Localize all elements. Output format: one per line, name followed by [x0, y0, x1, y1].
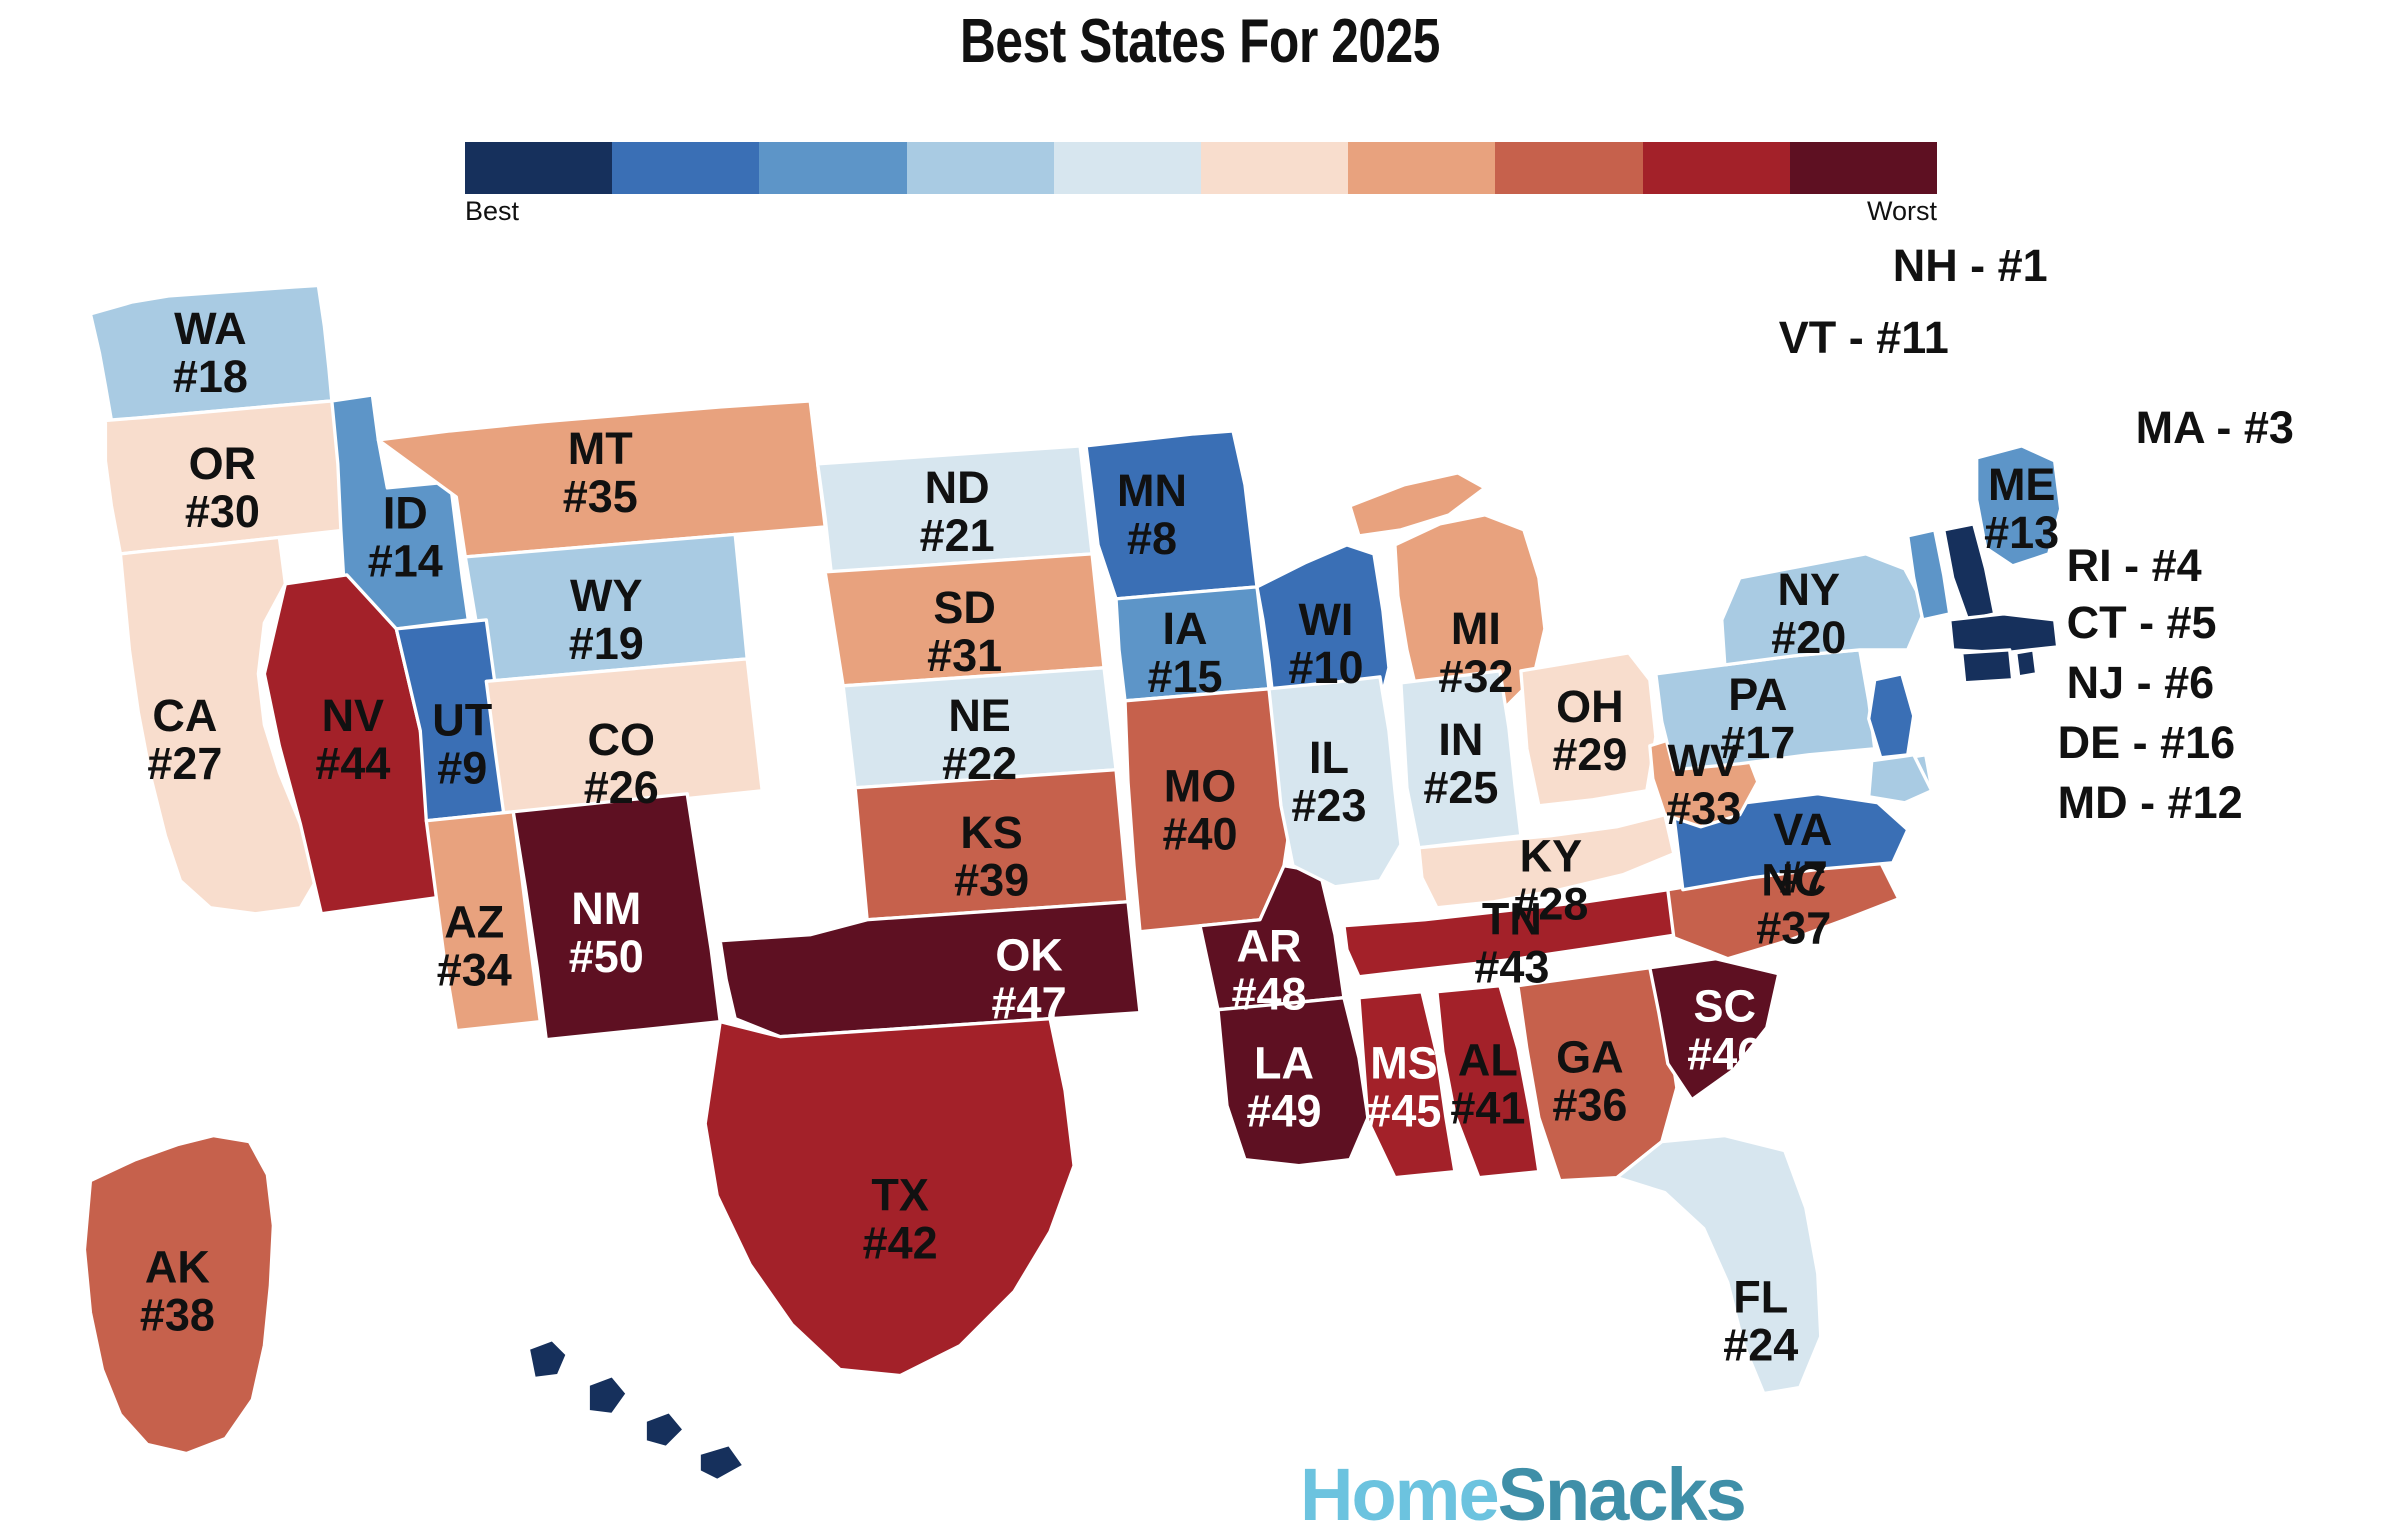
state-md[interactable]	[1867, 753, 1934, 805]
legend-swatch-8	[1495, 142, 1643, 194]
page-title: Best States For 2025	[960, 7, 1440, 76]
state-ok[interactable]	[718, 900, 1142, 1039]
state-ms[interactable]	[1357, 990, 1457, 1180]
us-map-svg: WA#18OR#30CA#27ID#14NV#44MT#35WY#19UT#9C…	[82, 240, 2294, 1483]
legend-swatch-7	[1348, 142, 1496, 194]
state-ma[interactable]	[1948, 612, 2060, 655]
watermark-snacks: Snacks	[1497, 1453, 1747, 1536]
color-legend	[465, 142, 1937, 194]
state-pa[interactable]	[1654, 648, 1877, 772]
state-wy[interactable]	[463, 532, 749, 683]
outside-label-de: DE - #16	[2058, 717, 2235, 768]
legend-best-label: Best	[465, 196, 520, 226]
outside-label-nj: NJ - #6	[2067, 657, 2214, 708]
state-sc[interactable]	[1648, 957, 1781, 1102]
state-id[interactable]	[330, 393, 470, 637]
state-al[interactable]	[1435, 984, 1541, 1180]
state-nd[interactable]	[816, 444, 1094, 574]
watermark-home: Home	[1300, 1453, 1500, 1536]
state-ks[interactable]	[853, 768, 1130, 922]
state-ne[interactable]	[841, 666, 1118, 790]
state-or[interactable]	[103, 399, 349, 556]
state-tn[interactable]	[1342, 888, 1679, 979]
state-nj[interactable]	[1867, 672, 1916, 760]
state-nm[interactable]	[511, 792, 722, 1042]
state-mo[interactable]	[1123, 687, 1295, 934]
state-co[interactable]	[484, 657, 764, 820]
outside-label-ri: RI - #4	[2067, 540, 2202, 591]
state-la[interactable]	[1216, 996, 1370, 1168]
outside-label-ct: CT - #5	[2067, 597, 2217, 648]
legend-swatch-2	[612, 142, 760, 194]
state-tx[interactable]	[703, 1017, 1076, 1378]
legend-swatch-3	[759, 142, 907, 194]
state-ky[interactable]	[1417, 813, 1676, 910]
legend-worst-label: Worst	[1866, 196, 1937, 226]
state-hi[interactable]	[526, 1337, 746, 1483]
state-ar[interactable]	[1198, 864, 1346, 1012]
state-ak[interactable]	[82, 1133, 276, 1456]
state-wi[interactable]	[1255, 543, 1391, 718]
state-ri[interactable]	[2014, 648, 2039, 679]
state-ia[interactable]	[1114, 585, 1271, 703]
state-vt[interactable]	[1906, 528, 1952, 622]
legend-swatch-9	[1642, 142, 1790, 194]
legend-swatch-1	[465, 142, 613, 194]
state-fl[interactable]	[1615, 1133, 1823, 1396]
outside-label-vt: VT - #11	[1779, 312, 1949, 363]
state-il[interactable]	[1267, 675, 1403, 889]
legend-swatch-5	[1053, 142, 1201, 194]
outside-label-ma: MA - #3	[2136, 402, 2294, 453]
state-sd[interactable]	[823, 552, 1106, 688]
outside-label-nh: NH - #1	[1893, 240, 2048, 291]
watermark: HomeSnacks	[1300, 1452, 1747, 1537]
state-oh[interactable]	[1519, 651, 1658, 808]
legend-swatch-4	[906, 142, 1054, 194]
state-mn[interactable]	[1084, 429, 1259, 601]
state-me[interactable]	[1975, 444, 2063, 568]
outside-label-md: MD - #12	[2058, 777, 2243, 828]
legend-swatch-10	[1789, 142, 1937, 194]
state-ct[interactable]	[1960, 648, 2015, 685]
legend-swatch-6	[1200, 142, 1349, 194]
us-choropleth-map: WA #18 OR #30 CA #27 ID #14 NV #44 MT #35 WY #19 UT #9 C…	[0, 236, 2400, 1506]
state-wa[interactable]	[88, 283, 334, 423]
state-in[interactable]	[1399, 669, 1523, 850]
state-ny[interactable]	[1720, 552, 1928, 667]
